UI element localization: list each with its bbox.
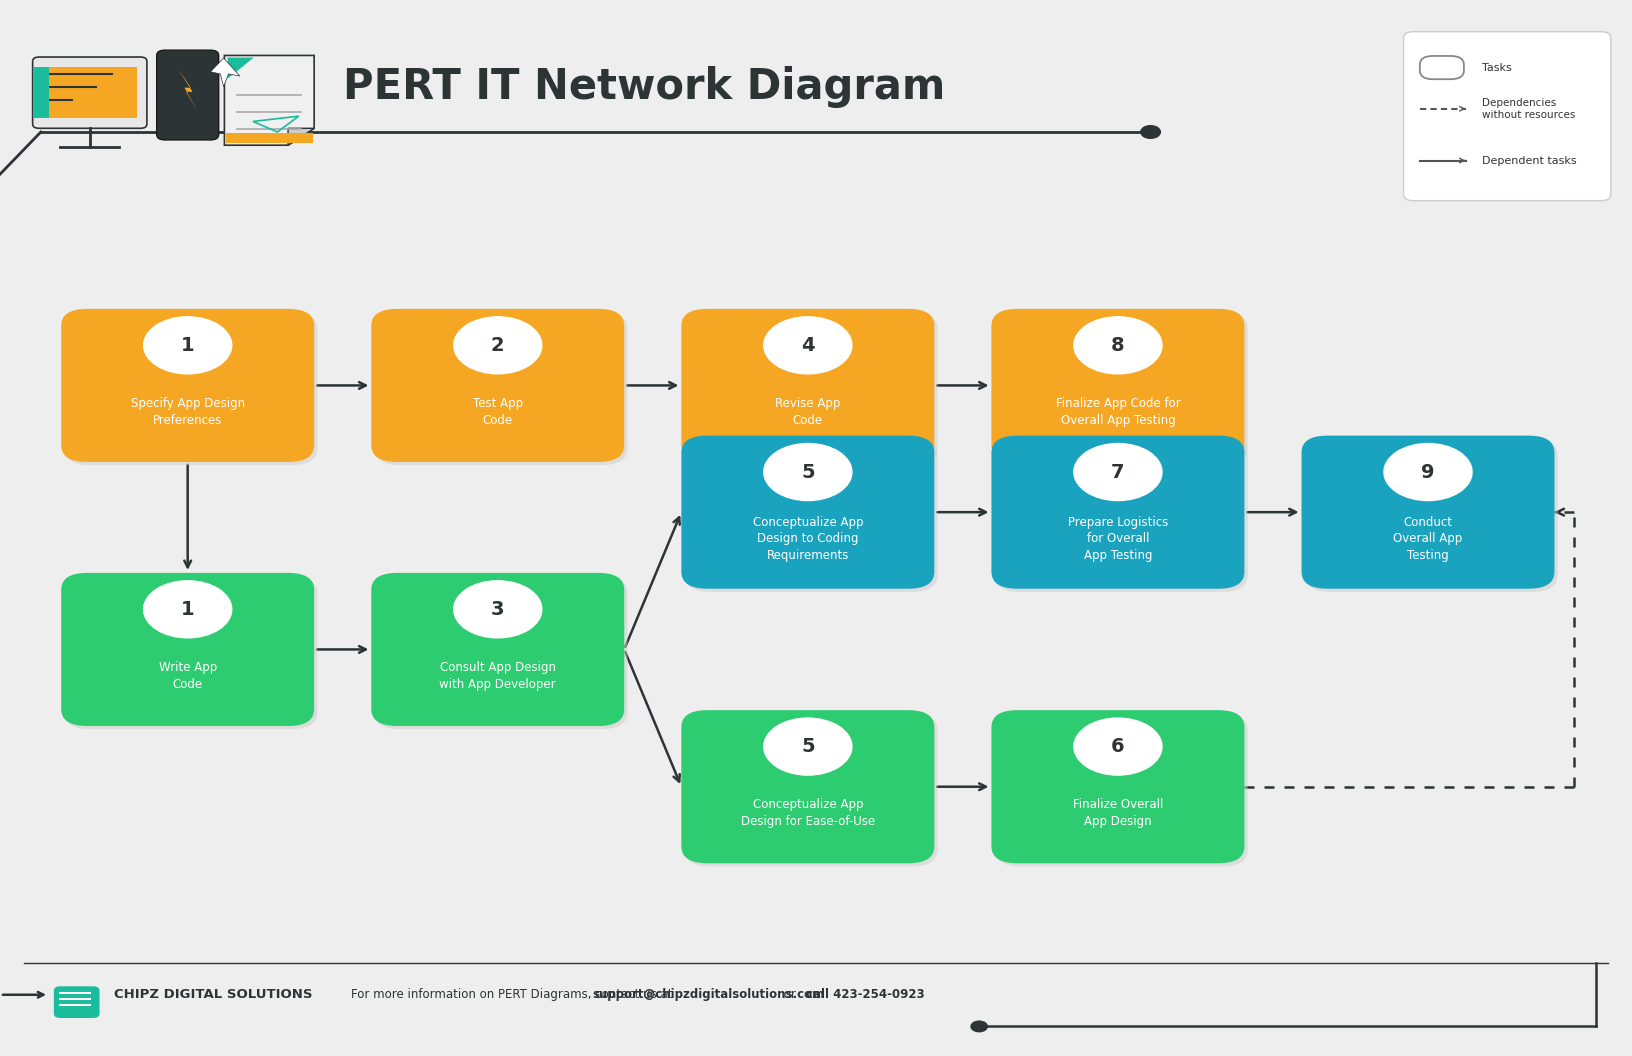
Text: Consult App Design
with App Developer: Consult App Design with App Developer [439, 661, 557, 691]
Circle shape [144, 317, 232, 374]
FancyBboxPatch shape [370, 308, 623, 463]
Text: 7: 7 [1111, 463, 1124, 482]
Text: support@chipzdigitalsolutions.com: support@chipzdigitalsolutions.com [592, 988, 824, 1001]
Text: Conceptualize App
Design for Ease-of-Use: Conceptualize App Design for Ease-of-Use [741, 798, 875, 828]
Circle shape [144, 581, 232, 638]
Circle shape [1074, 444, 1162, 501]
FancyBboxPatch shape [157, 50, 219, 139]
FancyBboxPatch shape [374, 577, 627, 729]
FancyBboxPatch shape [33, 57, 147, 128]
FancyBboxPatch shape [65, 313, 317, 465]
Polygon shape [287, 128, 313, 145]
Circle shape [1074, 317, 1162, 374]
Text: PERT IT Network Diagram: PERT IT Network Diagram [343, 65, 945, 108]
FancyBboxPatch shape [65, 577, 317, 729]
FancyBboxPatch shape [682, 710, 934, 864]
Polygon shape [211, 58, 240, 87]
Text: Dependent tasks: Dependent tasks [1482, 155, 1577, 166]
Circle shape [1384, 444, 1472, 501]
Text: 5: 5 [801, 737, 814, 756]
Text: Conceptualize App
Design to Coding
Requirements: Conceptualize App Design to Coding Requi… [752, 515, 863, 562]
FancyBboxPatch shape [992, 435, 1245, 588]
Text: 5: 5 [801, 463, 814, 482]
FancyBboxPatch shape [996, 714, 1248, 866]
FancyBboxPatch shape [374, 313, 627, 465]
FancyBboxPatch shape [996, 313, 1248, 465]
FancyBboxPatch shape [1404, 32, 1611, 201]
FancyBboxPatch shape [62, 572, 313, 727]
Text: Test App
Code: Test App Code [473, 397, 522, 427]
FancyBboxPatch shape [685, 313, 937, 465]
FancyBboxPatch shape [685, 439, 937, 591]
FancyBboxPatch shape [1302, 435, 1554, 588]
Circle shape [454, 581, 542, 638]
FancyBboxPatch shape [992, 710, 1245, 864]
Circle shape [764, 718, 852, 775]
Text: 6: 6 [1111, 737, 1124, 756]
Text: call 423-254-0923: call 423-254-0923 [806, 988, 925, 1001]
FancyBboxPatch shape [1304, 439, 1557, 591]
Text: Dependencies
without resources: Dependencies without resources [1482, 97, 1575, 120]
Text: Write App
Code: Write App Code [158, 661, 217, 691]
FancyBboxPatch shape [682, 435, 934, 588]
Circle shape [971, 1021, 987, 1032]
Circle shape [1141, 126, 1160, 138]
Circle shape [764, 317, 852, 374]
Circle shape [764, 444, 852, 501]
FancyBboxPatch shape [42, 68, 137, 118]
Text: Conduct
Overall App
Testing: Conduct Overall App Testing [1394, 515, 1462, 562]
FancyBboxPatch shape [682, 308, 934, 463]
Text: 9: 9 [1421, 463, 1435, 482]
Text: Finalize App Code for
Overall App Testing: Finalize App Code for Overall App Testin… [1056, 397, 1180, 427]
Text: 8: 8 [1111, 336, 1124, 355]
Text: 1: 1 [181, 600, 194, 619]
Text: 1: 1 [181, 336, 194, 355]
Bar [225, 132, 313, 143]
FancyBboxPatch shape [62, 308, 313, 463]
Bar [34, 67, 49, 118]
Text: Finalize Overall
App Design: Finalize Overall App Design [1072, 798, 1164, 828]
Polygon shape [228, 57, 255, 79]
Text: Tasks: Tasks [1482, 62, 1511, 73]
Polygon shape [225, 55, 313, 145]
Text: Specify App Design
Preferences: Specify App Design Preferences [131, 397, 245, 427]
Text: 3: 3 [491, 600, 504, 619]
Text: Prepare Logistics
for Overall
App Testing: Prepare Logistics for Overall App Testin… [1067, 515, 1169, 562]
Circle shape [1074, 718, 1162, 775]
FancyBboxPatch shape [992, 308, 1245, 463]
Circle shape [454, 317, 542, 374]
FancyBboxPatch shape [685, 714, 937, 866]
FancyBboxPatch shape [370, 572, 623, 727]
Text: Revise App
Code: Revise App Code [775, 397, 840, 427]
Text: CHIPZ DIGITAL SOLUTIONS: CHIPZ DIGITAL SOLUTIONS [114, 988, 313, 1001]
Text: For more information on PERT Diagrams, contact us at: For more information on PERT Diagrams, c… [351, 988, 676, 1001]
FancyBboxPatch shape [54, 986, 100, 1018]
Text: or: or [780, 988, 800, 1001]
Text: 2: 2 [491, 336, 504, 355]
Polygon shape [178, 69, 197, 111]
Text: 4: 4 [801, 336, 814, 355]
FancyBboxPatch shape [996, 439, 1248, 591]
